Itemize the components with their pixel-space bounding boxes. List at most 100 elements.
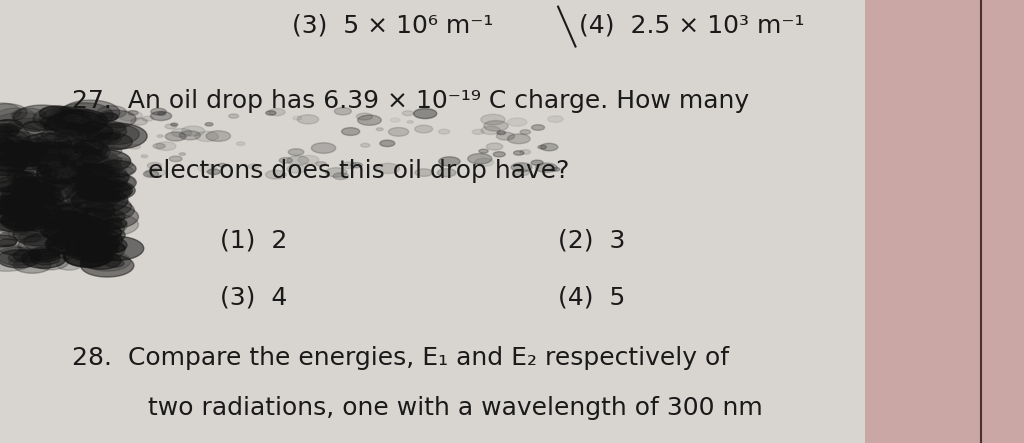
Circle shape (356, 113, 373, 120)
Circle shape (0, 230, 53, 256)
Circle shape (25, 139, 53, 151)
Circle shape (3, 143, 39, 159)
Circle shape (0, 177, 27, 191)
Circle shape (14, 218, 57, 237)
Circle shape (293, 116, 302, 120)
Circle shape (72, 242, 91, 250)
Circle shape (18, 233, 40, 242)
Circle shape (18, 235, 70, 257)
Circle shape (228, 114, 239, 118)
Circle shape (0, 196, 27, 214)
Circle shape (54, 217, 91, 233)
Text: (1)  2: (1) 2 (220, 228, 288, 252)
Circle shape (165, 132, 186, 141)
Circle shape (0, 170, 36, 192)
Circle shape (60, 149, 73, 154)
Circle shape (95, 174, 134, 191)
Circle shape (531, 124, 545, 130)
Circle shape (110, 160, 121, 165)
Circle shape (6, 220, 23, 227)
Circle shape (28, 185, 60, 199)
Circle shape (77, 229, 123, 250)
Circle shape (497, 131, 506, 135)
Circle shape (23, 194, 56, 208)
Circle shape (48, 109, 93, 128)
Circle shape (0, 143, 26, 159)
Circle shape (59, 109, 83, 119)
Circle shape (100, 122, 126, 133)
Circle shape (13, 257, 51, 273)
Circle shape (0, 147, 31, 164)
Circle shape (142, 116, 154, 121)
Circle shape (95, 110, 136, 128)
Circle shape (311, 143, 336, 153)
Circle shape (93, 239, 116, 248)
Circle shape (0, 239, 16, 246)
Circle shape (169, 156, 182, 162)
Circle shape (93, 140, 115, 149)
Circle shape (30, 249, 59, 262)
Circle shape (76, 182, 102, 193)
Circle shape (39, 142, 70, 155)
Circle shape (0, 199, 35, 222)
Circle shape (0, 156, 13, 167)
Circle shape (33, 255, 69, 270)
Circle shape (47, 242, 73, 253)
Circle shape (402, 111, 414, 116)
Circle shape (13, 222, 69, 246)
Circle shape (486, 143, 503, 150)
Circle shape (77, 246, 112, 261)
Circle shape (12, 143, 50, 159)
Circle shape (0, 103, 22, 121)
Circle shape (84, 155, 102, 163)
Circle shape (30, 196, 54, 206)
Circle shape (0, 123, 42, 148)
Circle shape (73, 141, 109, 156)
Circle shape (287, 165, 306, 173)
Circle shape (65, 178, 90, 189)
Circle shape (8, 254, 28, 262)
Circle shape (0, 132, 43, 155)
Circle shape (47, 230, 108, 256)
Circle shape (63, 245, 114, 267)
Circle shape (0, 136, 33, 154)
Circle shape (129, 144, 140, 149)
Circle shape (87, 237, 127, 254)
Circle shape (141, 155, 147, 158)
Circle shape (96, 170, 130, 185)
Circle shape (79, 189, 104, 201)
Circle shape (37, 163, 85, 184)
Circle shape (54, 147, 102, 167)
Circle shape (407, 120, 414, 123)
Circle shape (298, 155, 318, 164)
Circle shape (151, 108, 166, 115)
Circle shape (205, 123, 213, 126)
Circle shape (0, 137, 27, 153)
Circle shape (538, 145, 547, 149)
Circle shape (55, 103, 114, 128)
Circle shape (0, 165, 28, 189)
Circle shape (0, 250, 40, 268)
Circle shape (76, 162, 83, 165)
Circle shape (118, 161, 133, 168)
Circle shape (541, 144, 558, 151)
Circle shape (70, 208, 112, 226)
Circle shape (494, 152, 505, 157)
Circle shape (0, 130, 29, 148)
Circle shape (87, 123, 147, 149)
Circle shape (37, 180, 65, 192)
Circle shape (97, 106, 126, 118)
Circle shape (113, 158, 130, 165)
Circle shape (38, 206, 88, 227)
Circle shape (92, 124, 139, 144)
Circle shape (8, 178, 55, 198)
Circle shape (0, 140, 45, 163)
Circle shape (268, 109, 285, 116)
Circle shape (63, 247, 111, 268)
Circle shape (92, 173, 136, 192)
Circle shape (72, 229, 98, 240)
Circle shape (36, 132, 85, 154)
Circle shape (2, 185, 36, 199)
Circle shape (54, 204, 88, 218)
Circle shape (13, 144, 68, 167)
